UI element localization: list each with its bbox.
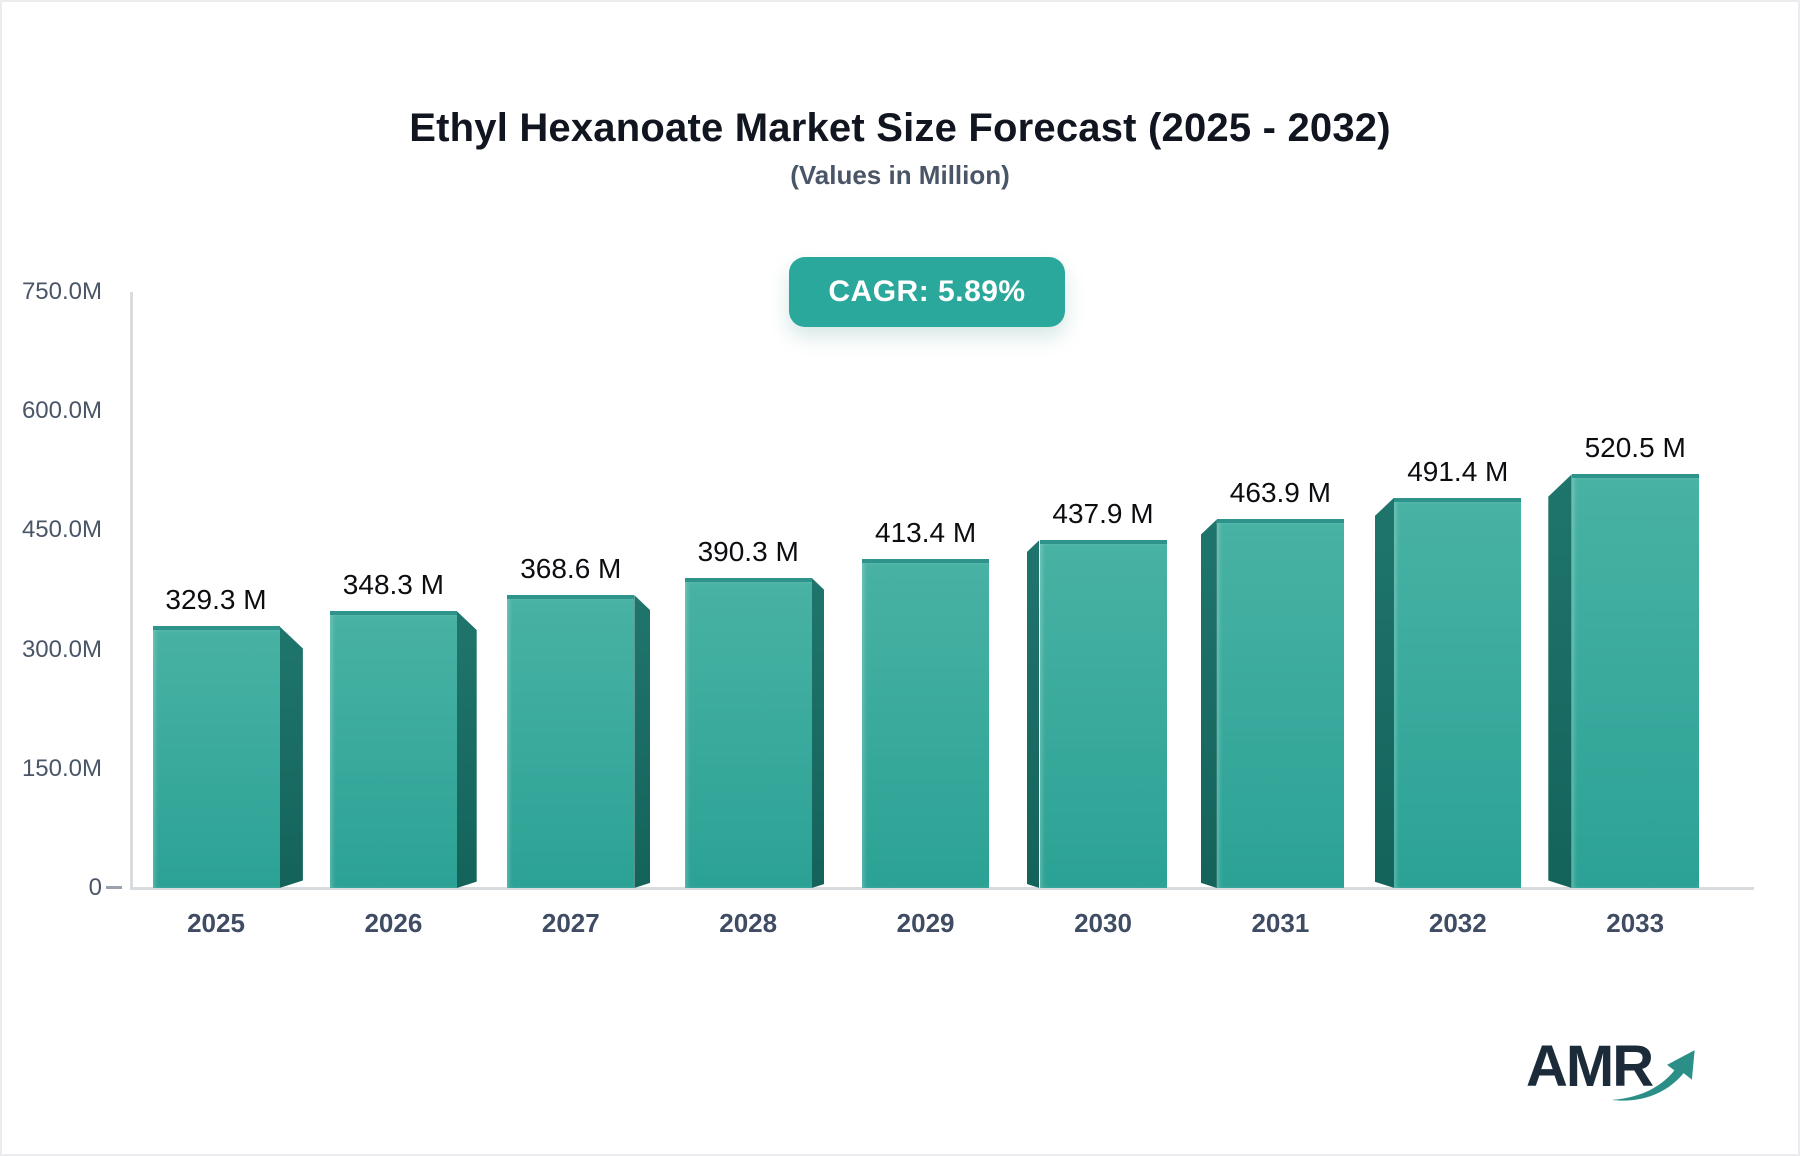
- x-tick-label-2030: 2030: [1074, 908, 1132, 938]
- bar-2027: [507, 595, 635, 888]
- chart-title: Ethyl Hexanoate Market Size Forecast (20…: [409, 106, 1391, 150]
- y-tick-label-600.0M: 600.0M: [21, 397, 102, 425]
- x-tick-label-2026: 2026: [364, 908, 423, 938]
- growth-arrow-icon: [1611, 1050, 1695, 1101]
- chart-subtitle: (Values in Million): [790, 160, 1010, 190]
- value-label-2028: 390.3 M: [697, 535, 799, 567]
- value-label-2031: 463.9 M: [1229, 477, 1331, 509]
- bar-side-2028: [812, 578, 825, 888]
- y-tick-label-450.0M: 450.0M: [21, 516, 102, 544]
- bar-2033: [1571, 474, 1699, 888]
- value-label-2030: 437.9 M: [1052, 498, 1154, 529]
- y-tick-label-0: 0: [88, 874, 102, 901]
- bar-2030: [1039, 540, 1167, 888]
- value-label-2032: 491.4 M: [1407, 455, 1509, 487]
- zero-tick-mark: [106, 886, 122, 889]
- value-label-2033: 520.5 M: [1584, 432, 1686, 464]
- bar-side-2032: [1375, 498, 1395, 888]
- bar-side-2033: [1548, 474, 1571, 888]
- bar-2026: [329, 611, 457, 888]
- bar-side-2025: [280, 626, 303, 888]
- cagr-badge-label: CAGR: 5.89%: [828, 275, 1026, 308]
- y-tick-label-150.0M: 150.0M: [21, 754, 102, 782]
- bar-2032: [1394, 497, 1522, 888]
- amr-logo: AMR: [1526, 1034, 1702, 1101]
- bar-side-2030: [1027, 540, 1040, 888]
- value-label-2029: 413.4 M: [875, 517, 977, 549]
- y-tick-label-300.0M: 300.0M: [21, 635, 102, 663]
- x-tick-label-2025: 2025: [187, 908, 245, 938]
- bar-2031: [1216, 519, 1344, 888]
- x-tick-label-2031: 2031: [1251, 908, 1310, 938]
- y-tick-label-750.0M: 750.0M: [21, 278, 102, 305]
- y-axis-line: [130, 292, 133, 888]
- bar-2028: [684, 577, 812, 888]
- value-label-2025: 329.3 M: [165, 584, 267, 616]
- cagr-badge: CAGR: 5.89%: [789, 257, 1065, 327]
- x-axis-line: [130, 887, 1754, 890]
- value-label-2027: 368.6 M: [520, 553, 622, 585]
- bar-side-2031: [1201, 519, 1217, 888]
- x-tick-label-2032: 2032: [1428, 908, 1487, 938]
- bar-side-2027: [634, 595, 650, 888]
- bar-2025: [152, 626, 280, 888]
- x-tick-label-2027: 2027: [541, 908, 600, 938]
- bar-side-2026: [457, 611, 477, 888]
- value-label-2026: 348.3 M: [342, 569, 444, 601]
- x-tick-label-2029: 2029: [896, 908, 955, 938]
- amr-logo-text: AMR: [1526, 1034, 1654, 1099]
- x-tick-label-2033: 2033: [1606, 908, 1665, 938]
- bar-2029: [862, 559, 990, 888]
- x-tick-label-2028: 2028: [719, 908, 778, 938]
